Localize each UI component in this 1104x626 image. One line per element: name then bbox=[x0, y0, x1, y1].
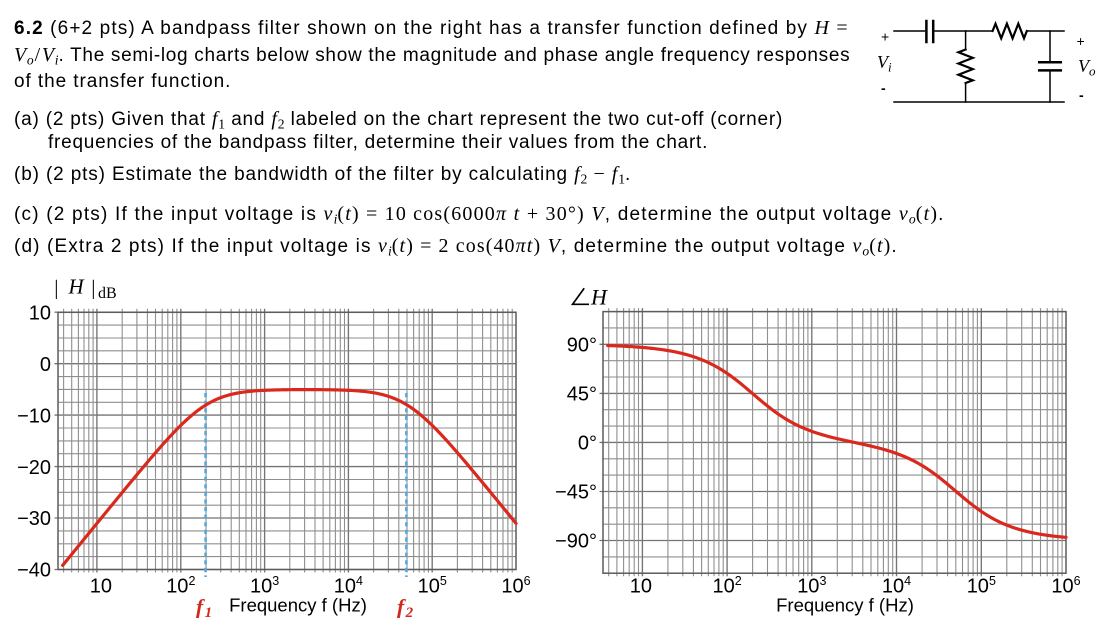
svg-text:90°: 90° bbox=[567, 335, 597, 357]
svg-text:−90°: −90° bbox=[555, 531, 597, 553]
svg-text:|: | bbox=[54, 276, 58, 300]
svg-text:dB: dB bbox=[98, 285, 117, 302]
svg-text:105: 105 bbox=[967, 574, 996, 598]
svg-text:Vi: Vi bbox=[877, 52, 892, 75]
svg-text:10: 10 bbox=[29, 302, 51, 324]
svg-text:−20: −20 bbox=[17, 457, 51, 479]
svg-text:105: 105 bbox=[418, 574, 447, 598]
svg-text:f2: f2 bbox=[397, 595, 414, 622]
svg-text:H: H bbox=[68, 275, 86, 299]
svg-text:−30: −30 bbox=[17, 508, 51, 530]
svg-text:104: 104 bbox=[882, 574, 911, 598]
svg-text:10: 10 bbox=[630, 576, 652, 598]
svg-text:103: 103 bbox=[250, 574, 279, 598]
svg-text:104: 104 bbox=[334, 574, 363, 598]
svg-text:−40: −40 bbox=[17, 560, 51, 582]
svg-text:+: + bbox=[1077, 33, 1085, 49]
svg-text:−10: −10 bbox=[17, 405, 51, 427]
svg-text:Frequency f (Hz): Frequency f (Hz) bbox=[229, 595, 367, 616]
svg-text:0: 0 bbox=[40, 354, 51, 376]
svg-text:Frequency f (Hz): Frequency f (Hz) bbox=[776, 595, 914, 616]
svg-text:−45°: −45° bbox=[555, 482, 597, 504]
svg-text:|: | bbox=[91, 276, 95, 300]
svg-text:106: 106 bbox=[1051, 574, 1080, 598]
svg-text:45°: 45° bbox=[567, 384, 597, 406]
svg-text:102: 102 bbox=[166, 574, 195, 598]
svg-text:103: 103 bbox=[797, 574, 826, 598]
svg-text:-: - bbox=[1079, 87, 1084, 103]
svg-text:0°: 0° bbox=[578, 433, 597, 455]
svg-text:H: H bbox=[590, 285, 608, 310]
svg-text:102: 102 bbox=[712, 574, 741, 598]
svg-text:106: 106 bbox=[501, 574, 530, 598]
svg-text:-: - bbox=[881, 80, 886, 96]
svg-text:Vo: Vo bbox=[1078, 56, 1096, 79]
svg-text:10: 10 bbox=[90, 576, 112, 598]
svg-text:f1: f1 bbox=[196, 595, 212, 622]
svg-text:+: + bbox=[881, 29, 889, 45]
